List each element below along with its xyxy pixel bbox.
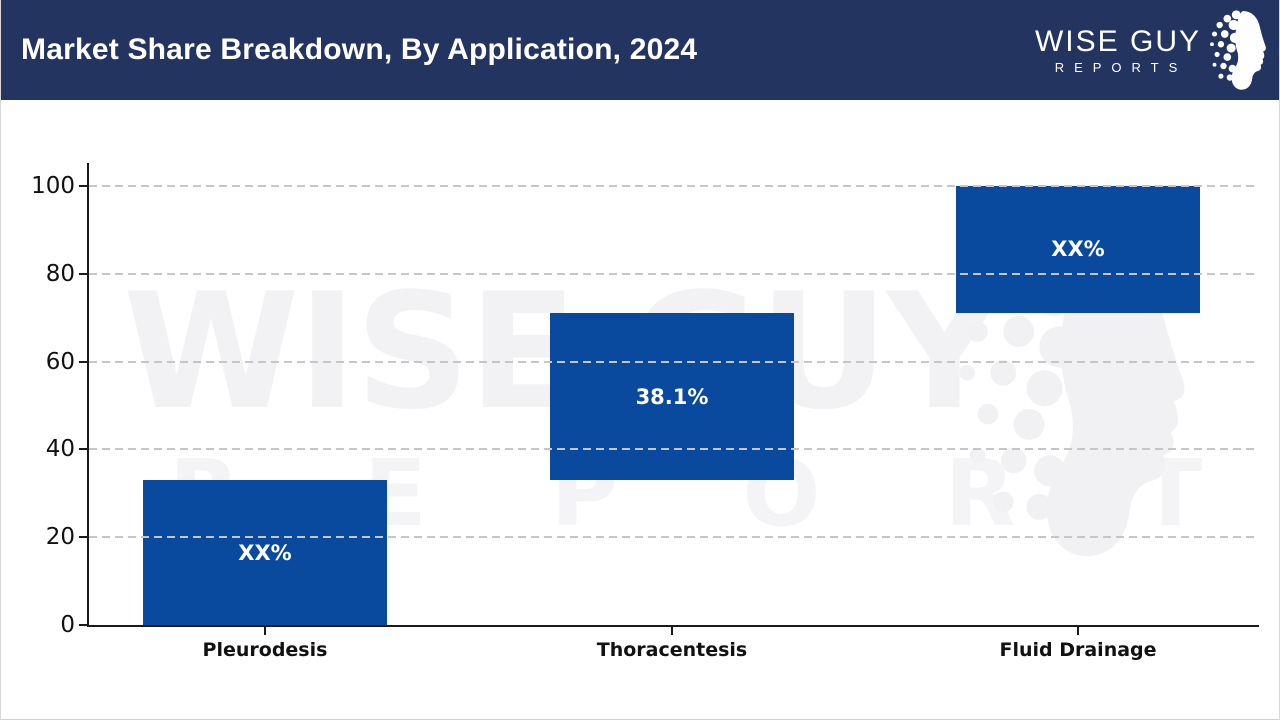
y-tick-label: 0 (60, 612, 75, 638)
x-tick-mark (671, 627, 673, 635)
gridline-y100 (89, 185, 1259, 187)
y-tick-mark (79, 185, 87, 187)
y-tick-label: 60 (45, 348, 75, 375)
y-tick-label: 100 (31, 173, 75, 199)
bar-value-label: 38.1% (635, 384, 709, 409)
bar-value-label: XX% (238, 540, 292, 565)
y-tick-label: 80 (45, 260, 75, 287)
header-bar: Market Share Breakdown, By Application, … (1, 0, 1279, 100)
gridline-y80 (89, 272, 1259, 275)
bar-value-label: XX% (1051, 237, 1105, 262)
y-tick-mark (79, 448, 87, 451)
x-axis-line (87, 625, 1259, 627)
logo-wordmark: WISE GUY (1034, 24, 1201, 58)
wiseguy-logo: WISE GUY REPORTS (1035, 4, 1267, 96)
x-category-label: Fluid Drainage (999, 639, 1157, 661)
x-category-label: Pleurodesis (202, 639, 328, 661)
gridline-y60 (89, 360, 1259, 363)
gridline-y20 (89, 536, 1259, 539)
bar-pleurodesis (143, 480, 387, 625)
x-tick-mark (264, 627, 266, 635)
y-tick-label: 40 (45, 436, 75, 463)
wiseguy-logo-text: WISE GUY REPORTS (1034, 24, 1201, 75)
gridline-y40 (89, 448, 1259, 451)
chart-plot-area: XX% 38.1% XX% (89, 163, 1259, 625)
logo-subtitle: REPORTS (1054, 59, 1188, 75)
y-tick-mark (79, 360, 87, 363)
y-tick-mark (79, 536, 87, 539)
bar-thoracentesis (550, 312, 794, 481)
chart-title: Market Share Breakdown, By Application, … (21, 33, 698, 66)
x-tick-mark (1077, 627, 1079, 635)
y-tick-mark (79, 272, 87, 275)
y-axis-line (87, 163, 89, 627)
wiseguy-head-icon (1210, 10, 1266, 90)
x-category-label: Thoracentesis (596, 639, 748, 661)
y-tick-mark (79, 624, 87, 626)
y-tick-label: 20 (45, 524, 75, 551)
